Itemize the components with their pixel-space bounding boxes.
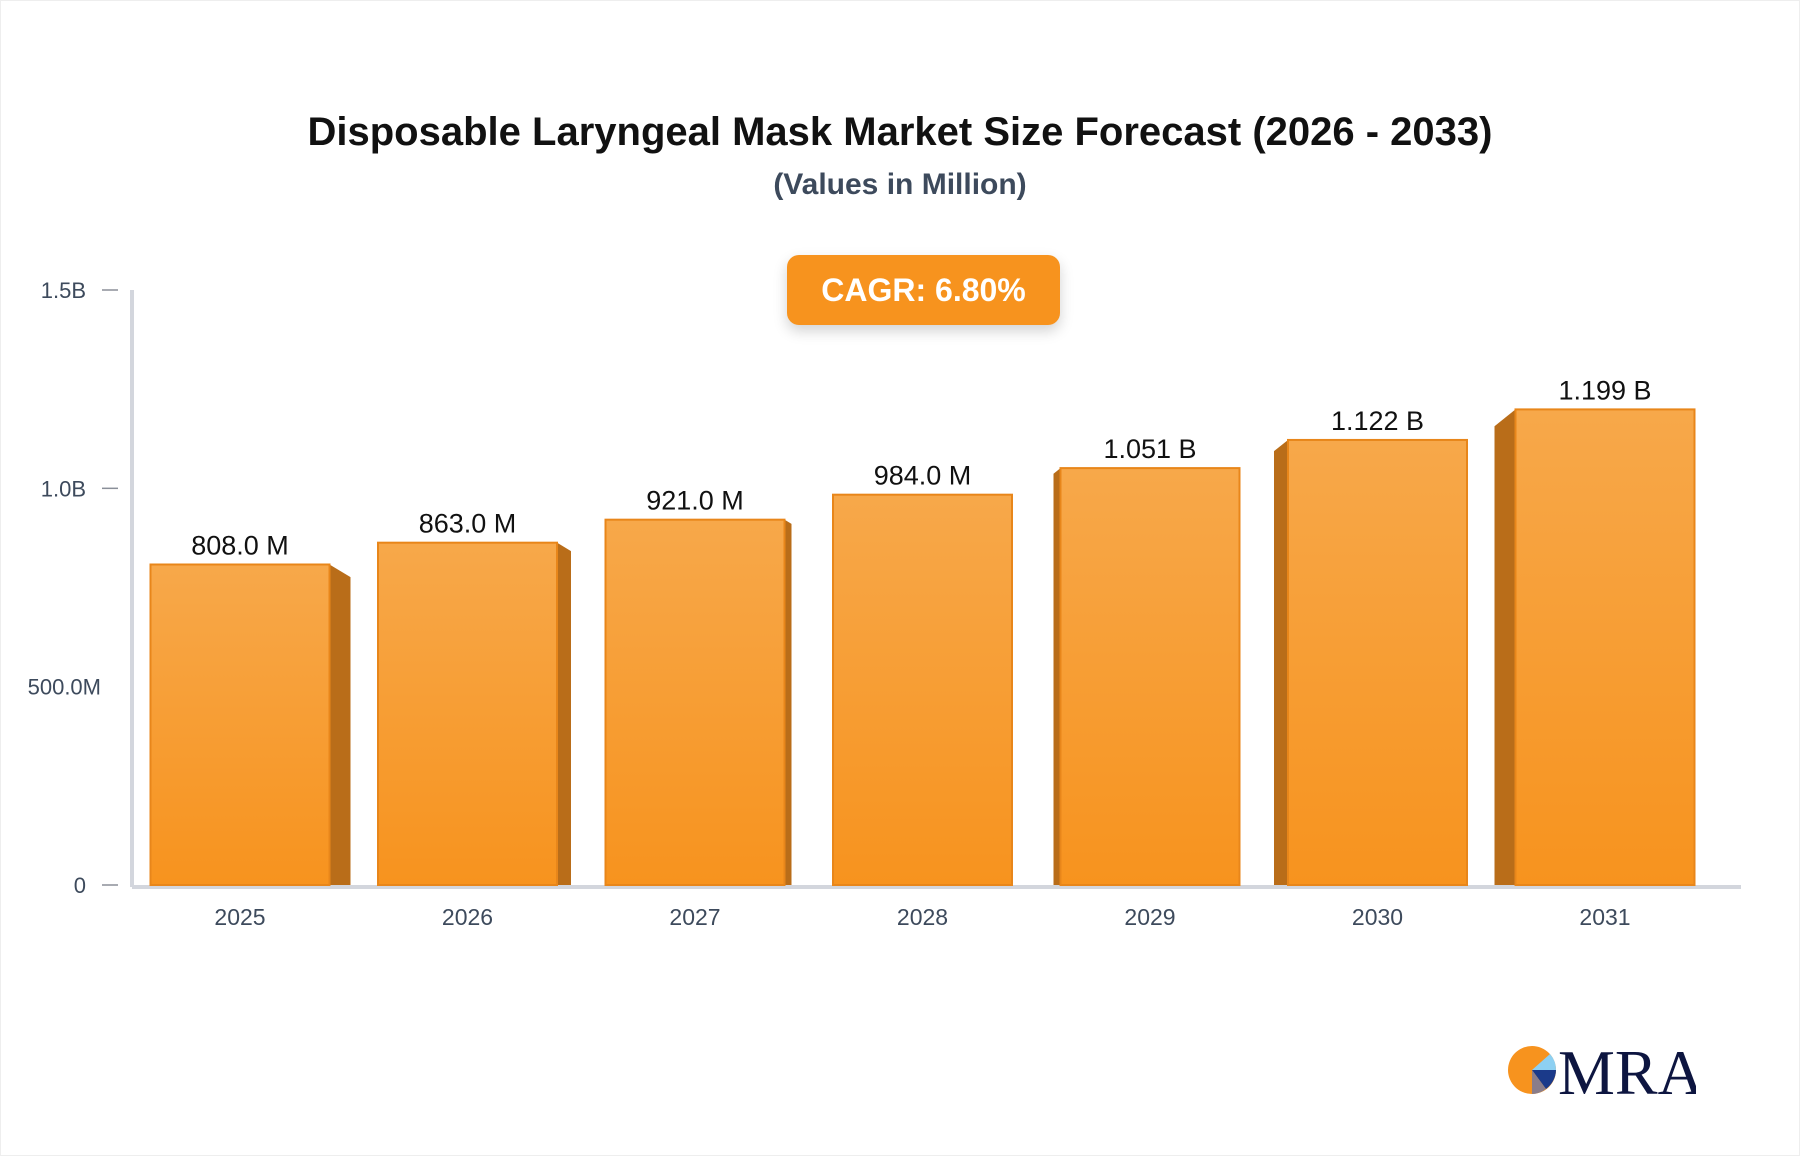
- bar-2026: [377, 541, 558, 887]
- data-label: 1.199 B: [1558, 375, 1651, 405]
- chart-subtitle: (Values in Million): [773, 168, 1027, 201]
- data-label: 1.122 B: [1331, 406, 1424, 436]
- y-tick-label: 1.0B: [41, 476, 86, 501]
- bar-side: [1053, 468, 1061, 885]
- x-tick-label: 2029: [1124, 904, 1175, 930]
- x-tick-label: 2026: [442, 904, 493, 930]
- mra-logo: MRA: [1508, 1040, 1696, 1100]
- bar-side: [1494, 409, 1516, 885]
- x-tick-label: 2030: [1352, 904, 1403, 930]
- cagr-badge: CAGR: 6.80%: [787, 255, 1060, 325]
- bar-2028: [832, 493, 1013, 886]
- bar-side: [1274, 439, 1288, 885]
- y-tick-label: 1.5B: [41, 278, 86, 303]
- data-label: 1.051 B: [1103, 434, 1196, 464]
- chart-title: Disposable Laryngeal Mask Market Size Fo…: [307, 110, 1493, 154]
- data-label: 863.0 M: [419, 509, 517, 539]
- bar-side: [557, 542, 571, 885]
- x-tick-label: 2027: [669, 904, 720, 930]
- x-tick-label: 2028: [897, 904, 948, 930]
- x-tick-label: 2031: [1579, 904, 1630, 930]
- bar-2029: [1059, 467, 1241, 886]
- bar-2025: [149, 563, 331, 886]
- x-tick-label: 2025: [214, 904, 265, 930]
- y-tick-label: 500.0M: [28, 675, 101, 700]
- y-tick-label: 0: [74, 873, 86, 898]
- data-label: 808.0 M: [191, 530, 289, 560]
- bar-side: [329, 564, 351, 885]
- bar-2027: [604, 518, 786, 886]
- bar-2030: [1287, 438, 1468, 886]
- data-label: 984.0 M: [874, 461, 972, 491]
- logo-text: MRA: [1558, 1040, 1696, 1100]
- bar-side: [784, 519, 792, 885]
- data-label: 921.0 M: [646, 486, 744, 516]
- bar-2031: [1514, 408, 1696, 886]
